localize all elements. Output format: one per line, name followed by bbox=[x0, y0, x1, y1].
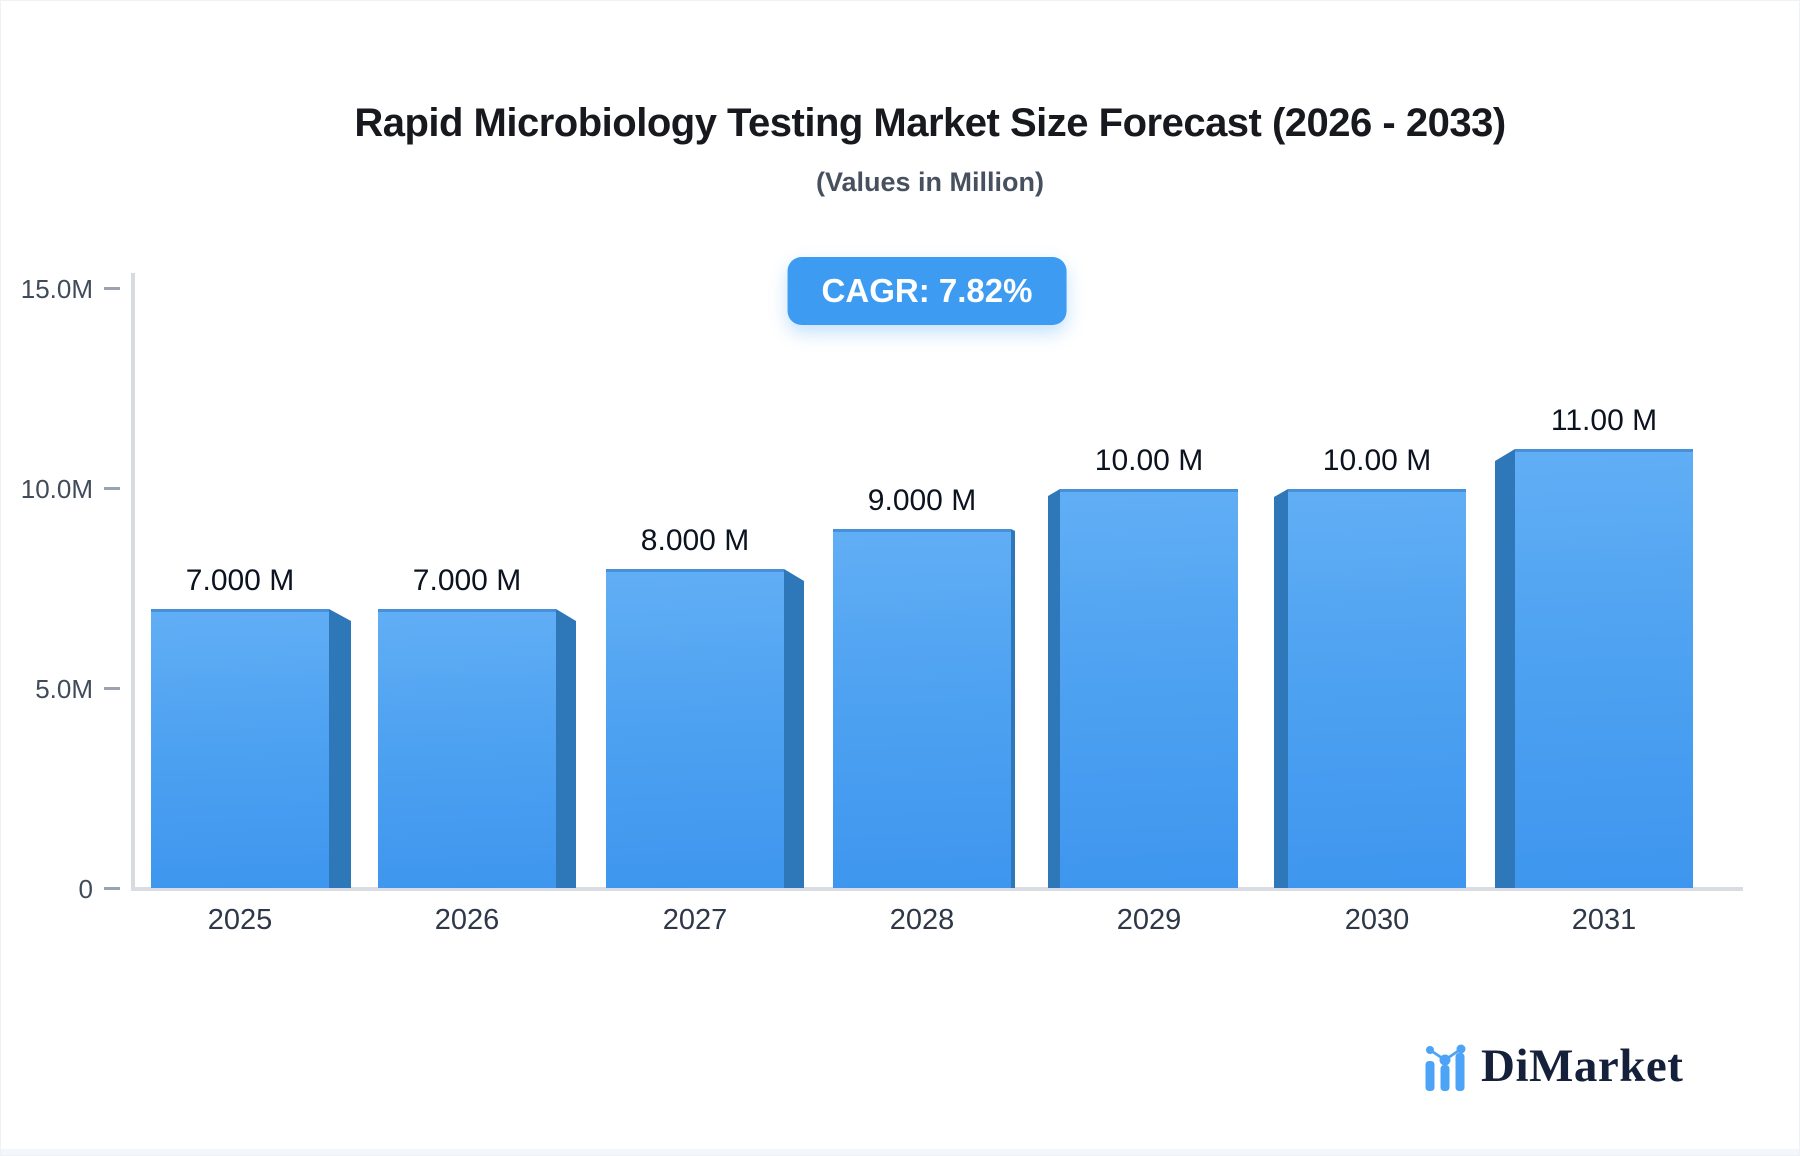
chart-title: Rapid Microbiology Testing Market Size F… bbox=[354, 101, 1506, 145]
cagr-badge: CAGR: 7.82% bbox=[787, 257, 1067, 325]
y-axis-tick-mark bbox=[104, 887, 120, 890]
x-axis-tick-label: 2026 bbox=[434, 904, 500, 936]
bar-value-label: 8.000 M bbox=[640, 524, 750, 557]
bar-2028-3d-side bbox=[1011, 529, 1015, 888]
x-axis-tick-label: 2028 bbox=[889, 904, 955, 936]
x-axis-tick-label: 2030 bbox=[1344, 904, 1410, 936]
bar-2025-3d-side bbox=[329, 609, 351, 888]
bar-value-label: 10.00 M bbox=[1094, 444, 1204, 477]
brand-logo: DiMarket bbox=[1422, 1039, 1683, 1093]
bar-2031-3d-side bbox=[1495, 449, 1515, 888]
bar-2029 bbox=[1060, 489, 1238, 888]
bar-2028 bbox=[833, 529, 1011, 888]
x-axis-tick-label: 2029 bbox=[1116, 904, 1182, 936]
bar-2030-3d-side bbox=[1274, 489, 1288, 888]
y-axis-tick-mark bbox=[104, 487, 120, 490]
bar-value-label: 10.00 M bbox=[1322, 444, 1432, 477]
x-axis-tick-label: 2027 bbox=[662, 904, 728, 936]
y-axis-tick-label: 5.0M bbox=[35, 674, 93, 704]
bar-2026 bbox=[378, 609, 556, 888]
bar-2030 bbox=[1288, 489, 1466, 888]
bottom-edge-strip bbox=[1, 1149, 1799, 1155]
y-axis-tick-mark bbox=[104, 687, 120, 690]
y-axis-tick-label: 15.0M bbox=[20, 274, 93, 304]
x-axis-line bbox=[131, 887, 1743, 891]
x-axis-tick-label: 2031 bbox=[1571, 904, 1637, 936]
mini-bar-line-chart-icon bbox=[1425, 1044, 1466, 1091]
brand-logo-text: DiMarket bbox=[1481, 1040, 1684, 1092]
y-axis-tick-label: 0 bbox=[78, 874, 93, 904]
y-axis-line bbox=[131, 273, 135, 889]
y-axis-tick-label: 10.0M bbox=[20, 474, 93, 504]
bar-2031 bbox=[1515, 449, 1693, 888]
bar-value-label: 9.000 M bbox=[867, 484, 977, 517]
x-axis-tick-label: 2025 bbox=[207, 904, 273, 936]
bar-value-label: 11.00 M bbox=[1550, 404, 1658, 437]
bar-value-label: 7.000 M bbox=[412, 564, 522, 597]
bar-2029-3d-side bbox=[1048, 489, 1060, 888]
chart-subtitle: (Values in Million) bbox=[815, 167, 1045, 197]
bar-value-label: 7.000 M bbox=[185, 564, 295, 597]
y-axis-tick-mark bbox=[104, 287, 120, 290]
bar-2025 bbox=[151, 609, 329, 888]
bar-2027-3d-side bbox=[784, 569, 804, 888]
bar-2027 bbox=[606, 569, 784, 888]
bar-2026-3d-side bbox=[556, 609, 576, 888]
